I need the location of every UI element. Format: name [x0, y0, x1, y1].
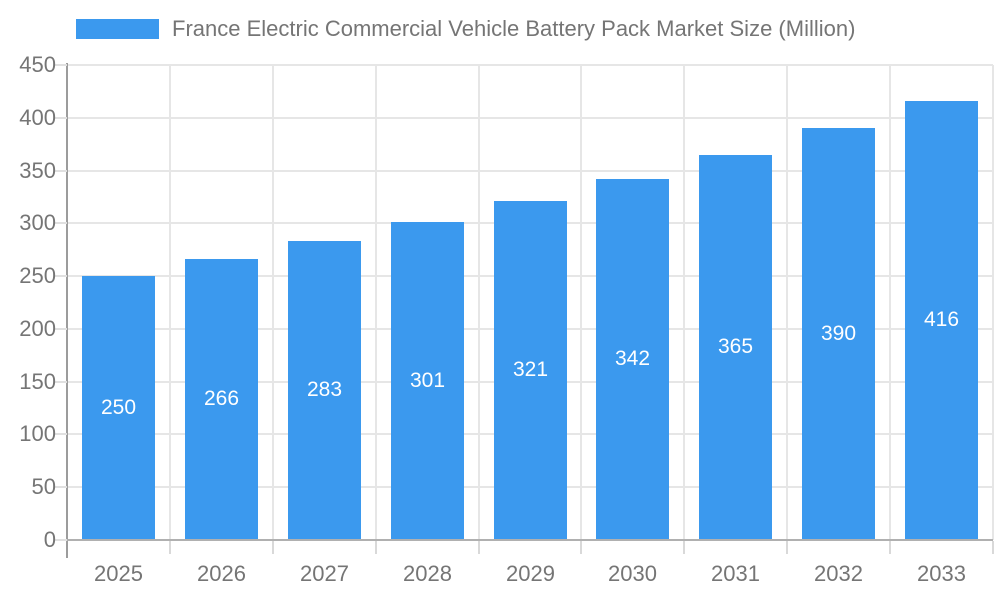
gridline-vertical [477, 65, 480, 540]
y-axis-tick [55, 222, 67, 225]
y-axis-line [66, 63, 68, 558]
bar-value-label: 342 [614, 347, 651, 370]
bar-value-label: 250 [100, 396, 137, 419]
y-axis-tick-label: 100 [19, 421, 56, 447]
bar-value-label: 321 [512, 358, 549, 381]
y-axis-tick-label: 350 [19, 157, 56, 183]
gridline-horizontal [67, 64, 993, 66]
bar-2032[interactable]: 390 [802, 128, 875, 540]
bar-2028[interactable]: 301 [391, 222, 464, 540]
bar-value-label: 283 [306, 378, 343, 401]
x-axis-tick [580, 541, 583, 554]
plot-area: 250 266 283 301 321 342 365 390 416 [67, 64, 994, 540]
x-axis-tick [374, 541, 377, 554]
x-axis-tick-label: 2029 [506, 561, 555, 586]
gridline-vertical [786, 65, 789, 540]
bar-2030[interactable]: 342 [596, 179, 669, 540]
bar-2029[interactable]: 321 [494, 201, 567, 540]
y-axis-tick [55, 275, 67, 278]
x-axis-tick-label: 2033 [917, 561, 966, 586]
gridline-vertical [374, 65, 377, 540]
y-axis-tick-label: 400 [19, 104, 56, 130]
x-axis-tick-label: 2031 [711, 561, 760, 586]
gridline-vertical [271, 65, 274, 540]
y-axis-tick-label: 250 [19, 263, 56, 289]
bar-value-label: 301 [409, 369, 446, 392]
x-axis-tick-label: 2025 [94, 561, 143, 586]
y-axis-tick-label: 300 [19, 210, 56, 236]
y-axis-tick-label: 450 [19, 52, 56, 77]
y-axis-tick-label: 200 [19, 315, 56, 341]
legend-label: France Electric Commercial Vehicle Batte… [172, 16, 856, 41]
bar-value-label: 266 [203, 387, 240, 410]
y-axis-tick [55, 169, 67, 172]
gridline-vertical [889, 65, 892, 540]
bar-2025[interactable]: 250 [82, 276, 155, 540]
bar-2033[interactable]: 416 [905, 101, 978, 540]
x-axis-tick-label: 2027 [300, 561, 349, 586]
y-axis-tick [55, 116, 67, 119]
x-axis-tick [889, 541, 892, 554]
legend-swatch-icon [76, 19, 159, 39]
bar-value-label: 365 [717, 335, 754, 358]
gridline-vertical [683, 65, 686, 540]
bar-value-label: 416 [923, 308, 960, 331]
gridline-vertical [580, 65, 583, 540]
y-axis-tick [55, 380, 67, 383]
bar-2027[interactable]: 283 [288, 241, 361, 540]
x-axis-tick-label: 2028 [403, 561, 452, 586]
x-axis-tick [992, 541, 994, 554]
x-axis-tick [168, 541, 171, 554]
y-axis-tick-label: 150 [19, 368, 56, 394]
y-axis-tick [55, 433, 67, 436]
bar-value-label: 390 [820, 322, 857, 345]
bar-2031[interactable]: 365 [699, 155, 772, 540]
x-axis-tick [271, 541, 274, 554]
y-axis-tick [55, 486, 67, 489]
gridline-vertical [168, 65, 171, 540]
x-axis-tick [477, 541, 480, 554]
bar-2026[interactable]: 266 [185, 259, 258, 540]
x-axis-tick-label: 2026 [197, 561, 246, 586]
y-axis-tick [55, 327, 67, 330]
x-axis-line [55, 539, 993, 541]
y-axis-tick [55, 539, 67, 541]
gridline-horizontal [67, 116, 993, 119]
y-axis-tick-label: 0 [43, 527, 56, 552]
x-axis-tick [786, 541, 789, 554]
gridline-horizontal [67, 169, 993, 172]
gridline-vertical [992, 65, 994, 540]
y-axis-tick-label: 50 [31, 474, 56, 500]
legend-item[interactable]: France Electric Commercial Vehicle Batte… [76, 16, 855, 42]
x-axis-tick-label: 2030 [608, 561, 657, 586]
x-axis-tick [683, 541, 686, 554]
y-axis-tick [55, 64, 67, 66]
x-axis-tick-label: 2032 [814, 561, 863, 586]
